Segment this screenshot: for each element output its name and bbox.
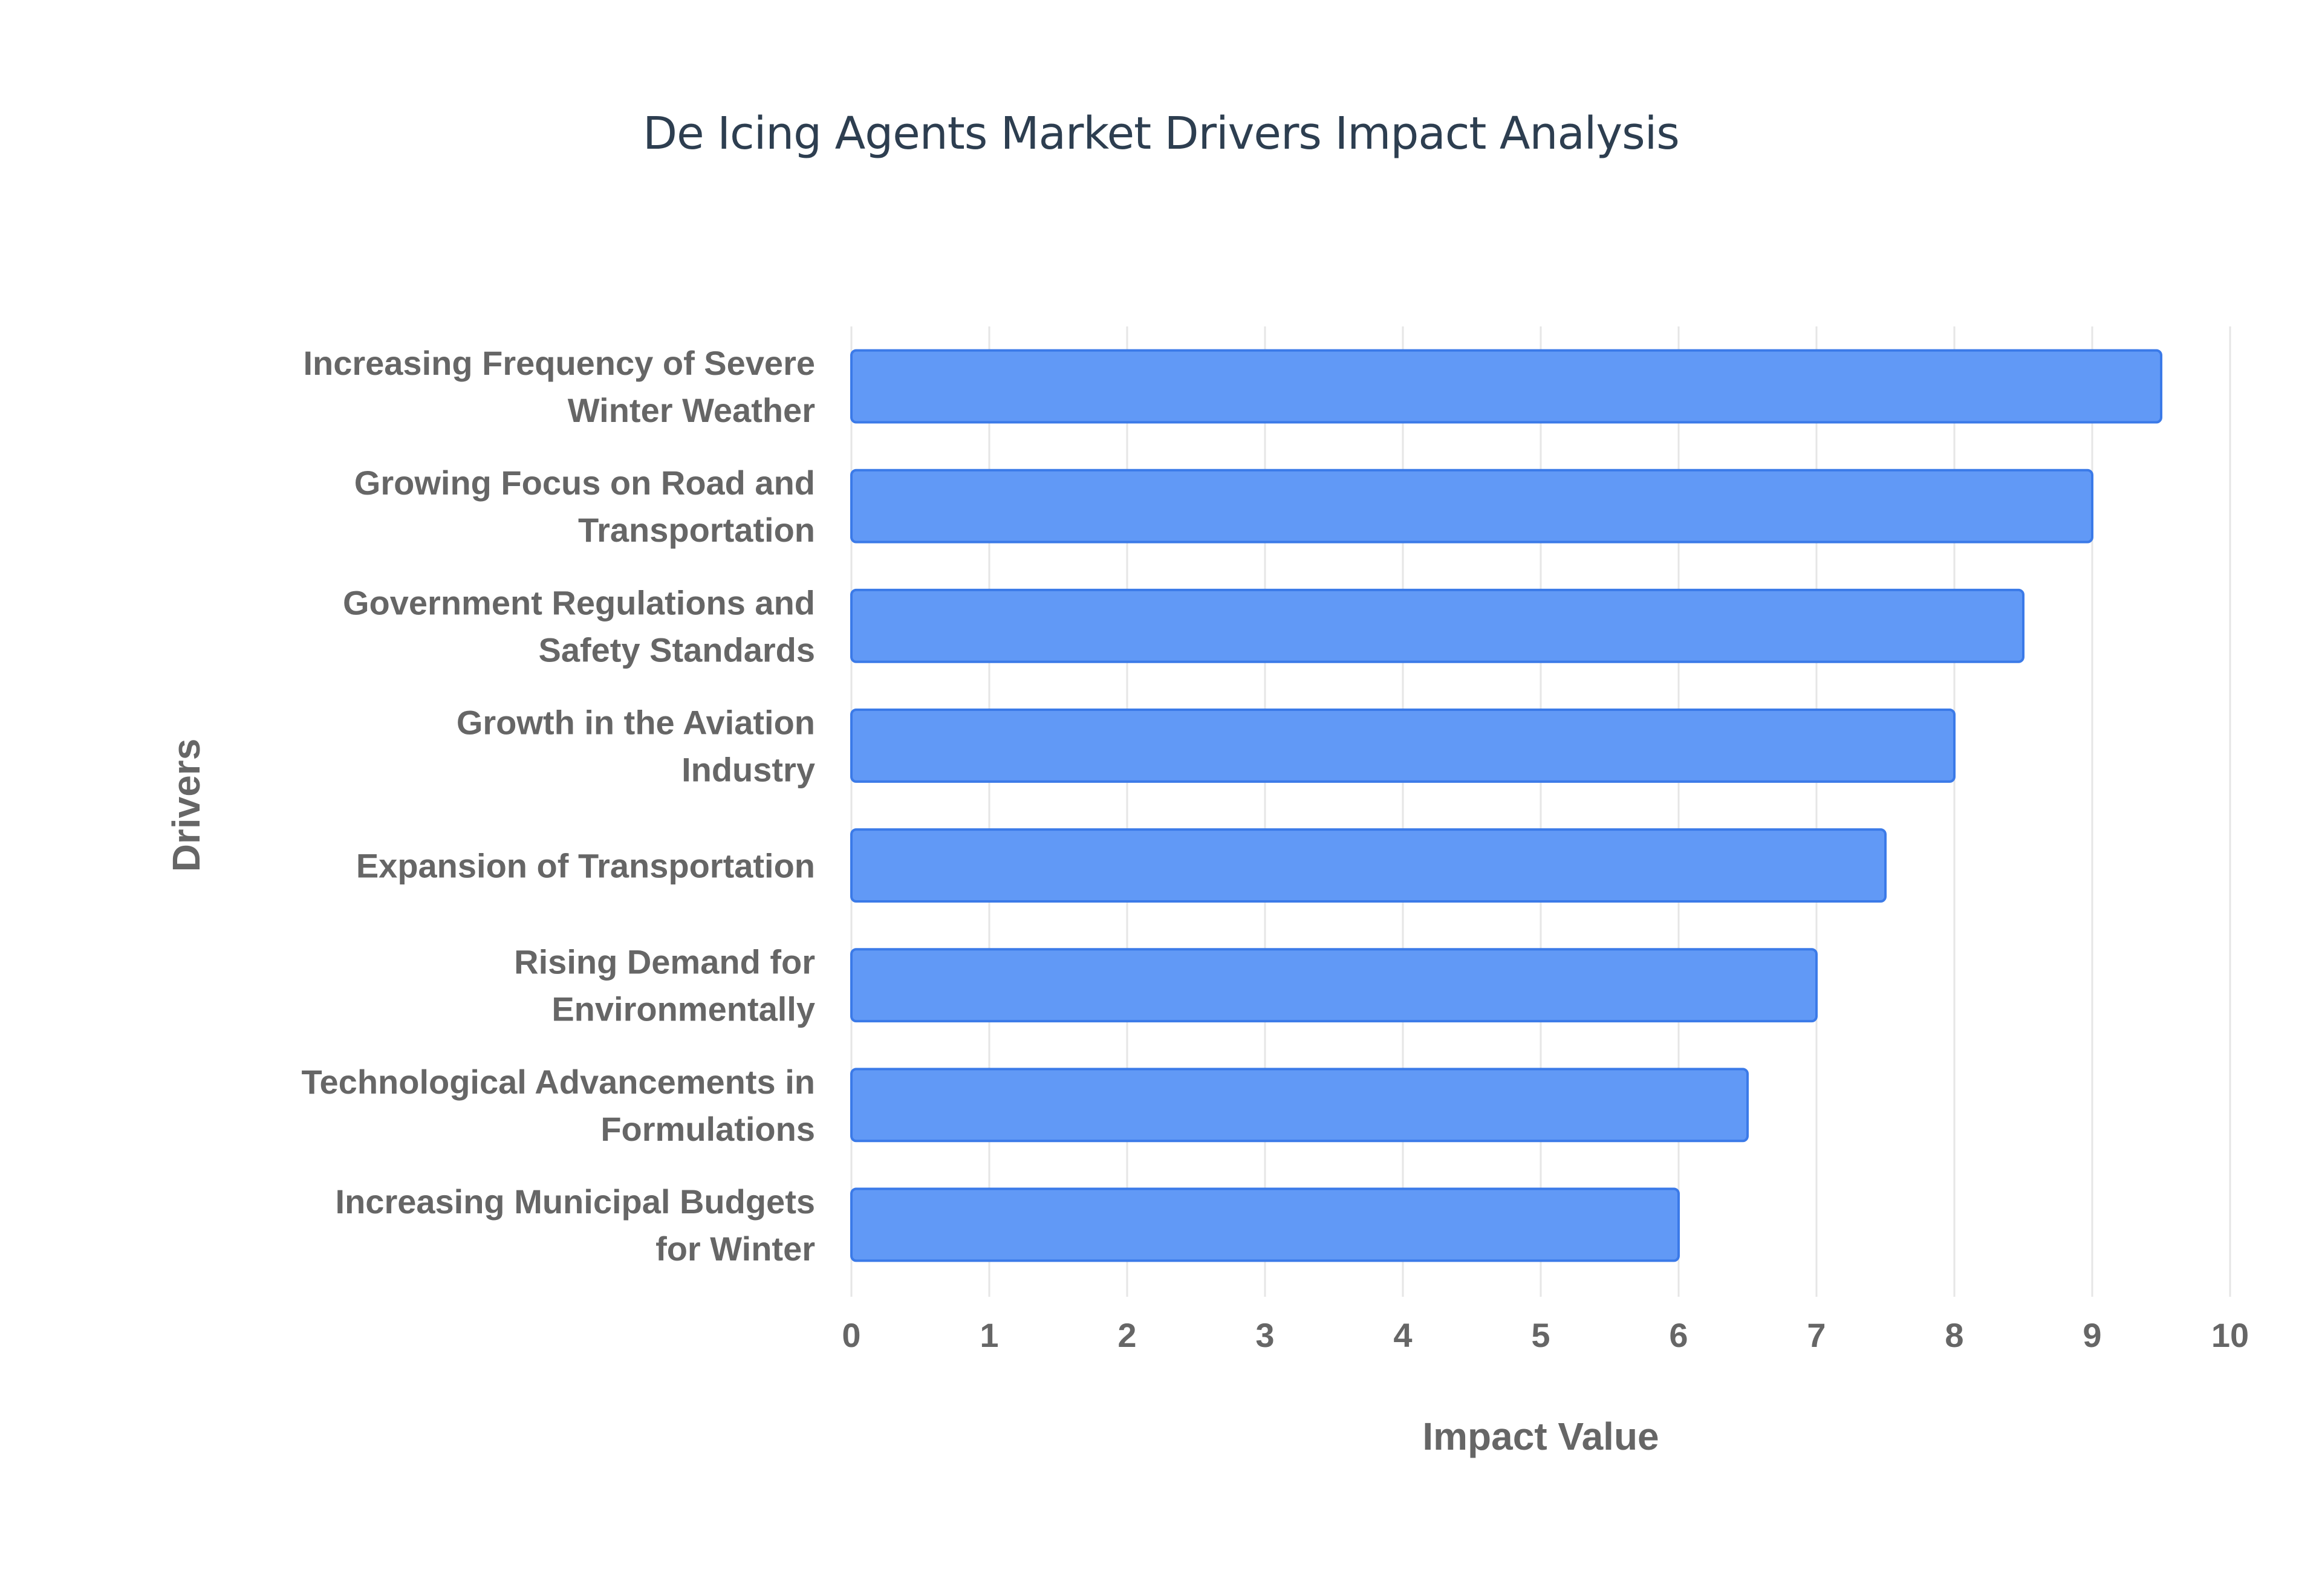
x-tick-label: 9	[2083, 1316, 2101, 1354]
x-tick-label: 5	[1531, 1316, 1550, 1354]
x-tick-label: 3	[1255, 1316, 1274, 1354]
category-label: Growth in the Aviation Industry	[457, 703, 815, 788]
x-tick-label: 10	[2211, 1316, 2249, 1354]
x-tick-label: 0	[842, 1316, 860, 1354]
bar[interactable]	[850, 948, 1818, 1023]
chart-title: De Icing Agents Market Drivers Impact An…	[643, 108, 1680, 160]
x-tick-label: 7	[1807, 1316, 1826, 1354]
bar[interactable]	[850, 709, 1956, 783]
bar[interactable]	[850, 1068, 1749, 1143]
x-tick-label: 6	[1669, 1316, 1688, 1354]
bar[interactable]	[850, 828, 1887, 903]
x-tick-label: 2	[1117, 1316, 1136, 1354]
x-axis-ticks: 0 1 2 3 4 5 6 7 8 9 10	[842, 1316, 2249, 1354]
category-label: Increasing Frequency of Severe Winter Wea…	[303, 344, 815, 429]
category-label: Government Regulations and Safety Standar…	[343, 583, 815, 669]
category-label: Growing Focus on Road and Transportation	[354, 464, 815, 549]
category-label: Technological Advancements in Formulation…	[301, 1063, 815, 1148]
y-axis-title: Drivers	[164, 739, 208, 872]
x-axis-title: Impact Value	[1422, 1415, 1659, 1458]
category-label: Increasing Municipal Budgets for Winter	[336, 1182, 815, 1268]
bar[interactable]	[850, 469, 2093, 543]
bars	[850, 349, 2162, 1262]
category-label: Expansion of Transportation	[356, 847, 815, 885]
x-tick-label: 4	[1393, 1316, 1412, 1354]
x-tick-label: 1	[980, 1316, 998, 1354]
bar[interactable]	[850, 588, 2024, 663]
category-label: Rising Demand for Environmentally	[514, 943, 815, 1028]
bar[interactable]	[850, 1187, 1680, 1262]
x-tick-label: 8	[1945, 1316, 1963, 1354]
category-labels: Increasing Frequency of Severe Winter Wea…	[301, 344, 815, 1268]
bar[interactable]	[850, 349, 2162, 424]
